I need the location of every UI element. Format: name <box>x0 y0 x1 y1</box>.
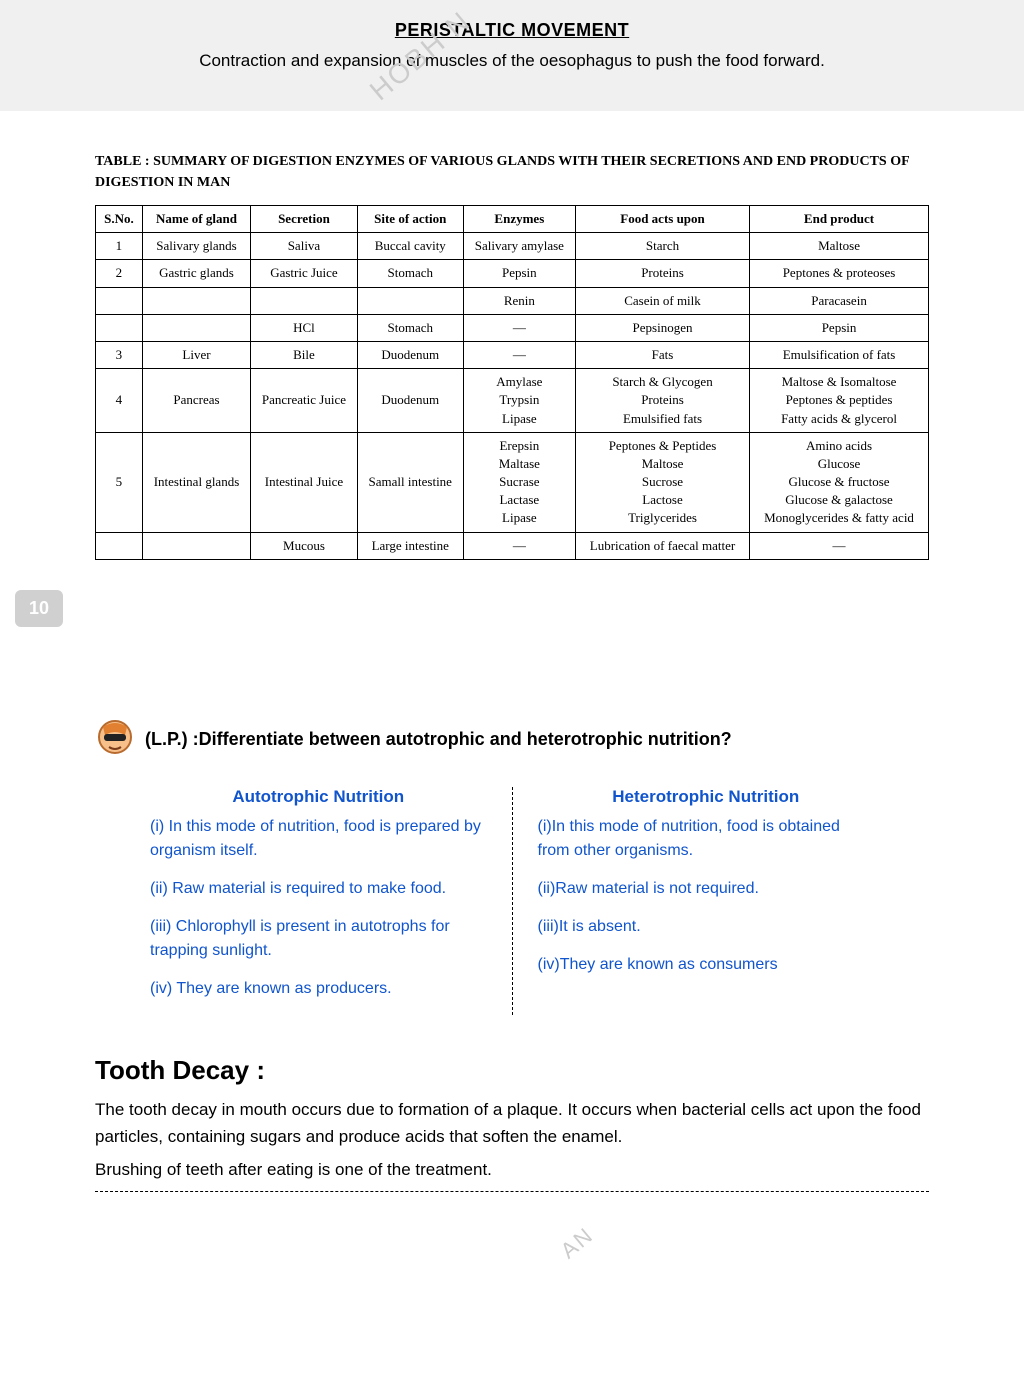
compare-point: (ii)Raw material is not required. <box>538 877 875 901</box>
table-row: 1 Salivary glands Saliva Buccal cavity S… <box>96 233 929 260</box>
table-title: TABLE : SUMMARY OF DIGESTION ENZYMES OF … <box>95 151 929 193</box>
peristaltic-section: PERISTALTIC MOVEMENT Contraction and exp… <box>0 0 1024 111</box>
table-row: HCl Stomach — Pepsinogen Pepsin <box>96 314 929 341</box>
comparison-table: Autotrophic Nutrition (i) In this mode o… <box>95 787 929 1015</box>
autotrophic-column: Autotrophic Nutrition (i) In this mode o… <box>125 787 513 1015</box>
compare-point: (iii) Chlorophyll is present in autotrop… <box>150 915 487 963</box>
compare-point: (i) In this mode of nutrition, food is p… <box>150 815 487 863</box>
table-row: Mucous Large intestine — Lubrication of … <box>96 532 929 559</box>
th-enzymes: Enzymes <box>463 206 575 233</box>
question-section: (L.P.) :Differentiate between autotrophi… <box>0 717 1024 1193</box>
divider-line <box>95 1191 929 1192</box>
th-secretion: Secretion <box>251 206 358 233</box>
page: HOBH N PERISTALTIC MOVEMENT Contraction … <box>0 0 1024 1192</box>
heterotrophic-column: Heterotrophic Nutrition (i)In this mode … <box>513 787 900 1015</box>
tooth-decay-paragraph: The tooth decay in mouth occurs due to f… <box>95 1096 929 1150</box>
face-icon <box>95 717 135 762</box>
compare-point: (ii) Raw material is required to make fo… <box>150 877 487 901</box>
question-row: (L.P.) :Differentiate between autotrophi… <box>95 717 929 762</box>
th-site: Site of action <box>357 206 463 233</box>
page-number-badge: 10 <box>15 590 63 627</box>
tooth-decay-paragraph: Brushing of teeth after eating is one of… <box>95 1156 929 1183</box>
autotrophic-title: Autotrophic Nutrition <box>150 787 487 807</box>
compare-point: (iv) They are known as producers. <box>150 977 487 1001</box>
table-row: 4 Pancreas Pancreatic Juice Duodenum Amy… <box>96 369 929 433</box>
table-row: 5 Intestinal glands Intestinal Juice Sam… <box>96 432 929 532</box>
th-sno: S.No. <box>96 206 143 233</box>
compare-point: (iv)They are known as consumers <box>538 953 875 977</box>
enzyme-table: S.No. Name of gland Secretion Site of ac… <box>95 205 929 560</box>
table-row: 2 Gastric glands Gastric Juice Stomach P… <box>96 260 929 287</box>
th-end: End product <box>750 206 929 233</box>
th-gland: Name of gland <box>142 206 250 233</box>
section-gap <box>0 627 1024 717</box>
tooth-decay-title: Tooth Decay : <box>95 1055 929 1086</box>
table-row: Renin Casein of milk Paracasein <box>96 287 929 314</box>
peristaltic-title: PERISTALTIC MOVEMENT <box>95 20 929 41</box>
table-body: 1 Salivary glands Saliva Buccal cavity S… <box>96 233 929 560</box>
main-content: TABLE : SUMMARY OF DIGESTION ENZYMES OF … <box>0 151 1024 560</box>
compare-point: (i)In this mode of nutrition, food is ob… <box>538 815 875 863</box>
peristaltic-description: Contraction and expansion of muscles of … <box>95 51 929 71</box>
heterotrophic-title: Heterotrophic Nutrition <box>538 787 875 807</box>
question-text: (L.P.) :Differentiate between autotrophi… <box>145 729 732 750</box>
watermark-text: AN <box>556 1222 599 1264</box>
table-header-row: S.No. Name of gland Secretion Site of ac… <box>96 206 929 233</box>
table-row: 3 Liver Bile Duodenum — Fats Emulsificat… <box>96 341 929 368</box>
compare-point: (iii)It is absent. <box>538 915 875 939</box>
th-food: Food acts upon <box>575 206 749 233</box>
